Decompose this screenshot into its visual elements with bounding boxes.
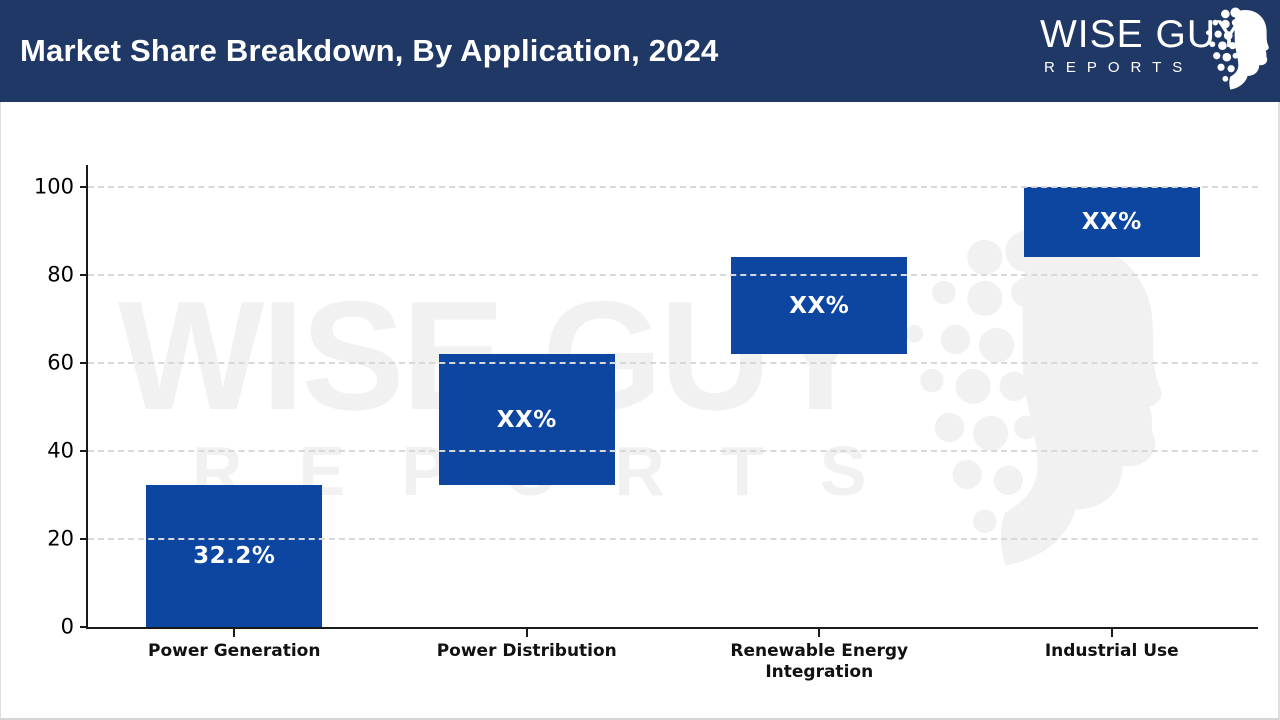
bar-value-label: XX% [789,292,850,319]
y-axis-tick [80,538,88,540]
gridline [88,186,1258,188]
bar-power-generation: 32.2% [146,485,323,627]
y-axis-tick-label: 20 [47,526,74,551]
dotted-head-icon [1205,7,1269,90]
x-axis-tick [818,629,821,637]
y-axis-tick-label: 40 [47,438,74,463]
page-title: Market Share Breakdown, By Application, … [20,33,719,68]
x-axis-category-label: Renewable Energy Integration [730,641,909,683]
y-axis-line [86,165,88,629]
x-axis-tick [1110,629,1113,637]
watermark-dotted-head-icon [905,230,1162,566]
gridline [88,450,1258,452]
y-axis-tick-label: 0 [60,614,74,639]
y-axis-tick-label: 80 [47,262,74,287]
bar-value-label: XX% [496,406,557,433]
x-axis-tick [233,629,236,637]
bar-value-label: 32.2% [193,543,276,570]
x-axis-tick [525,629,528,637]
gridline [88,538,1258,540]
bar-industrial-use: XX% [1023,187,1200,258]
bar-renewable-energy-integration: XX% [731,257,908,355]
bar-value-label: XX% [1081,209,1142,236]
y-axis-tick [80,450,88,452]
x-axis-category-label: Power Generation [148,641,321,661]
y-axis-tick [80,274,88,276]
header-bar: Market Share Breakdown, By Application, … [0,0,1280,102]
x-axis-line [86,627,1258,629]
y-axis-tick [80,626,88,628]
y-axis-tick-label: 100 [33,174,74,199]
x-axis-category-label: Industrial Use [1044,641,1179,661]
y-axis-tick-label: 60 [47,350,74,375]
gridline [88,362,1258,364]
y-axis-tick [80,186,88,188]
brand-logo-subtext: REPORTS [1044,58,1194,76]
y-axis-tick [80,362,88,364]
gridline [88,274,1258,276]
bar-power-distribution: XX% [438,354,615,486]
x-axis-category-label: Power Distribution [436,641,617,661]
